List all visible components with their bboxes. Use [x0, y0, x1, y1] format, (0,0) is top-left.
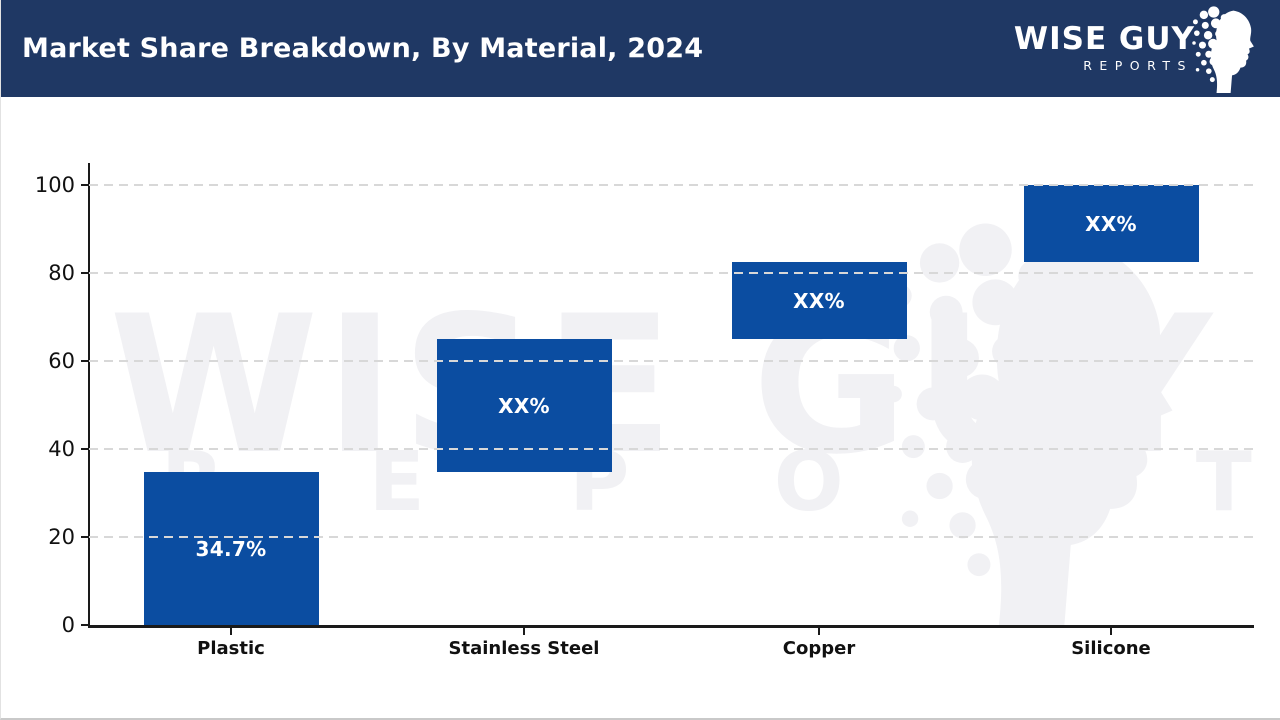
wise-guy-reports-logo: WISE GUY REPORTS	[1014, 5, 1280, 93]
gridline-80	[89, 272, 1254, 274]
logo-subtitle: REPORTS	[1083, 58, 1193, 73]
logo-head-icon	[1192, 5, 1254, 93]
y-tick-60	[81, 360, 89, 362]
x-tick-plastic	[230, 627, 232, 635]
bar-value-label-plastic: 34.7%	[195, 536, 267, 561]
bar-silicone: XX%	[1023, 185, 1199, 262]
y-tick-0	[81, 624, 89, 626]
x-tick-stainless-steel	[523, 627, 525, 635]
bar-value-label-stainless-steel: XX%	[498, 393, 550, 418]
watermark-head-icon	[885, 223, 1173, 627]
watermark-wordmark: WISE GUY	[109, 275, 1218, 496]
y-tick-40	[81, 448, 89, 450]
chart-area: WISE GUY R E P O R T S	[1, 97, 1280, 718]
y-tick-label-0: 0	[61, 613, 75, 637]
header-bar: Market Share Breakdown, By Material, 202…	[1, 0, 1280, 97]
x-tick-silicone	[1110, 627, 1112, 635]
logo-wordmark: WISE GUY	[1013, 21, 1195, 57]
y-tick-label-100: 100	[34, 173, 75, 197]
bar-stainless-steel: XX%	[436, 339, 612, 473]
bar-copper: XX%	[731, 262, 907, 339]
y-tick-20	[81, 536, 89, 538]
x-tick-copper	[818, 627, 820, 635]
x-tick-label-plastic: Plastic	[197, 638, 265, 659]
y-axis-line	[88, 163, 90, 627]
x-tick-label-stainless-steel: Stainless Steel	[448, 638, 600, 659]
y-tick-label-60: 60	[48, 349, 75, 373]
gridline-20	[89, 536, 1254, 538]
x-axis-line	[88, 625, 1254, 628]
gridline-40	[89, 448, 1254, 450]
gridline-100	[89, 184, 1254, 186]
x-tick-label-copper: Copper	[782, 638, 856, 659]
bar-value-label-silicone: XX%	[1085, 211, 1137, 236]
x-tick-label-silicone: Silicone	[1071, 638, 1151, 659]
bar-plastic: 34.7%	[143, 472, 319, 625]
y-tick-80	[81, 272, 89, 274]
y-tick-label-80: 80	[48, 261, 75, 285]
gridline-60	[89, 360, 1254, 362]
bar-value-label-copper: XX%	[793, 288, 845, 313]
y-tick-label-40: 40	[48, 437, 75, 461]
logo-text: WISE GUY REPORTS	[1013, 21, 1195, 74]
page-title: Market Share Breakdown, By Material, 202…	[22, 33, 704, 64]
y-tick-label-20: 20	[48, 525, 75, 549]
y-tick-100	[81, 184, 89, 186]
